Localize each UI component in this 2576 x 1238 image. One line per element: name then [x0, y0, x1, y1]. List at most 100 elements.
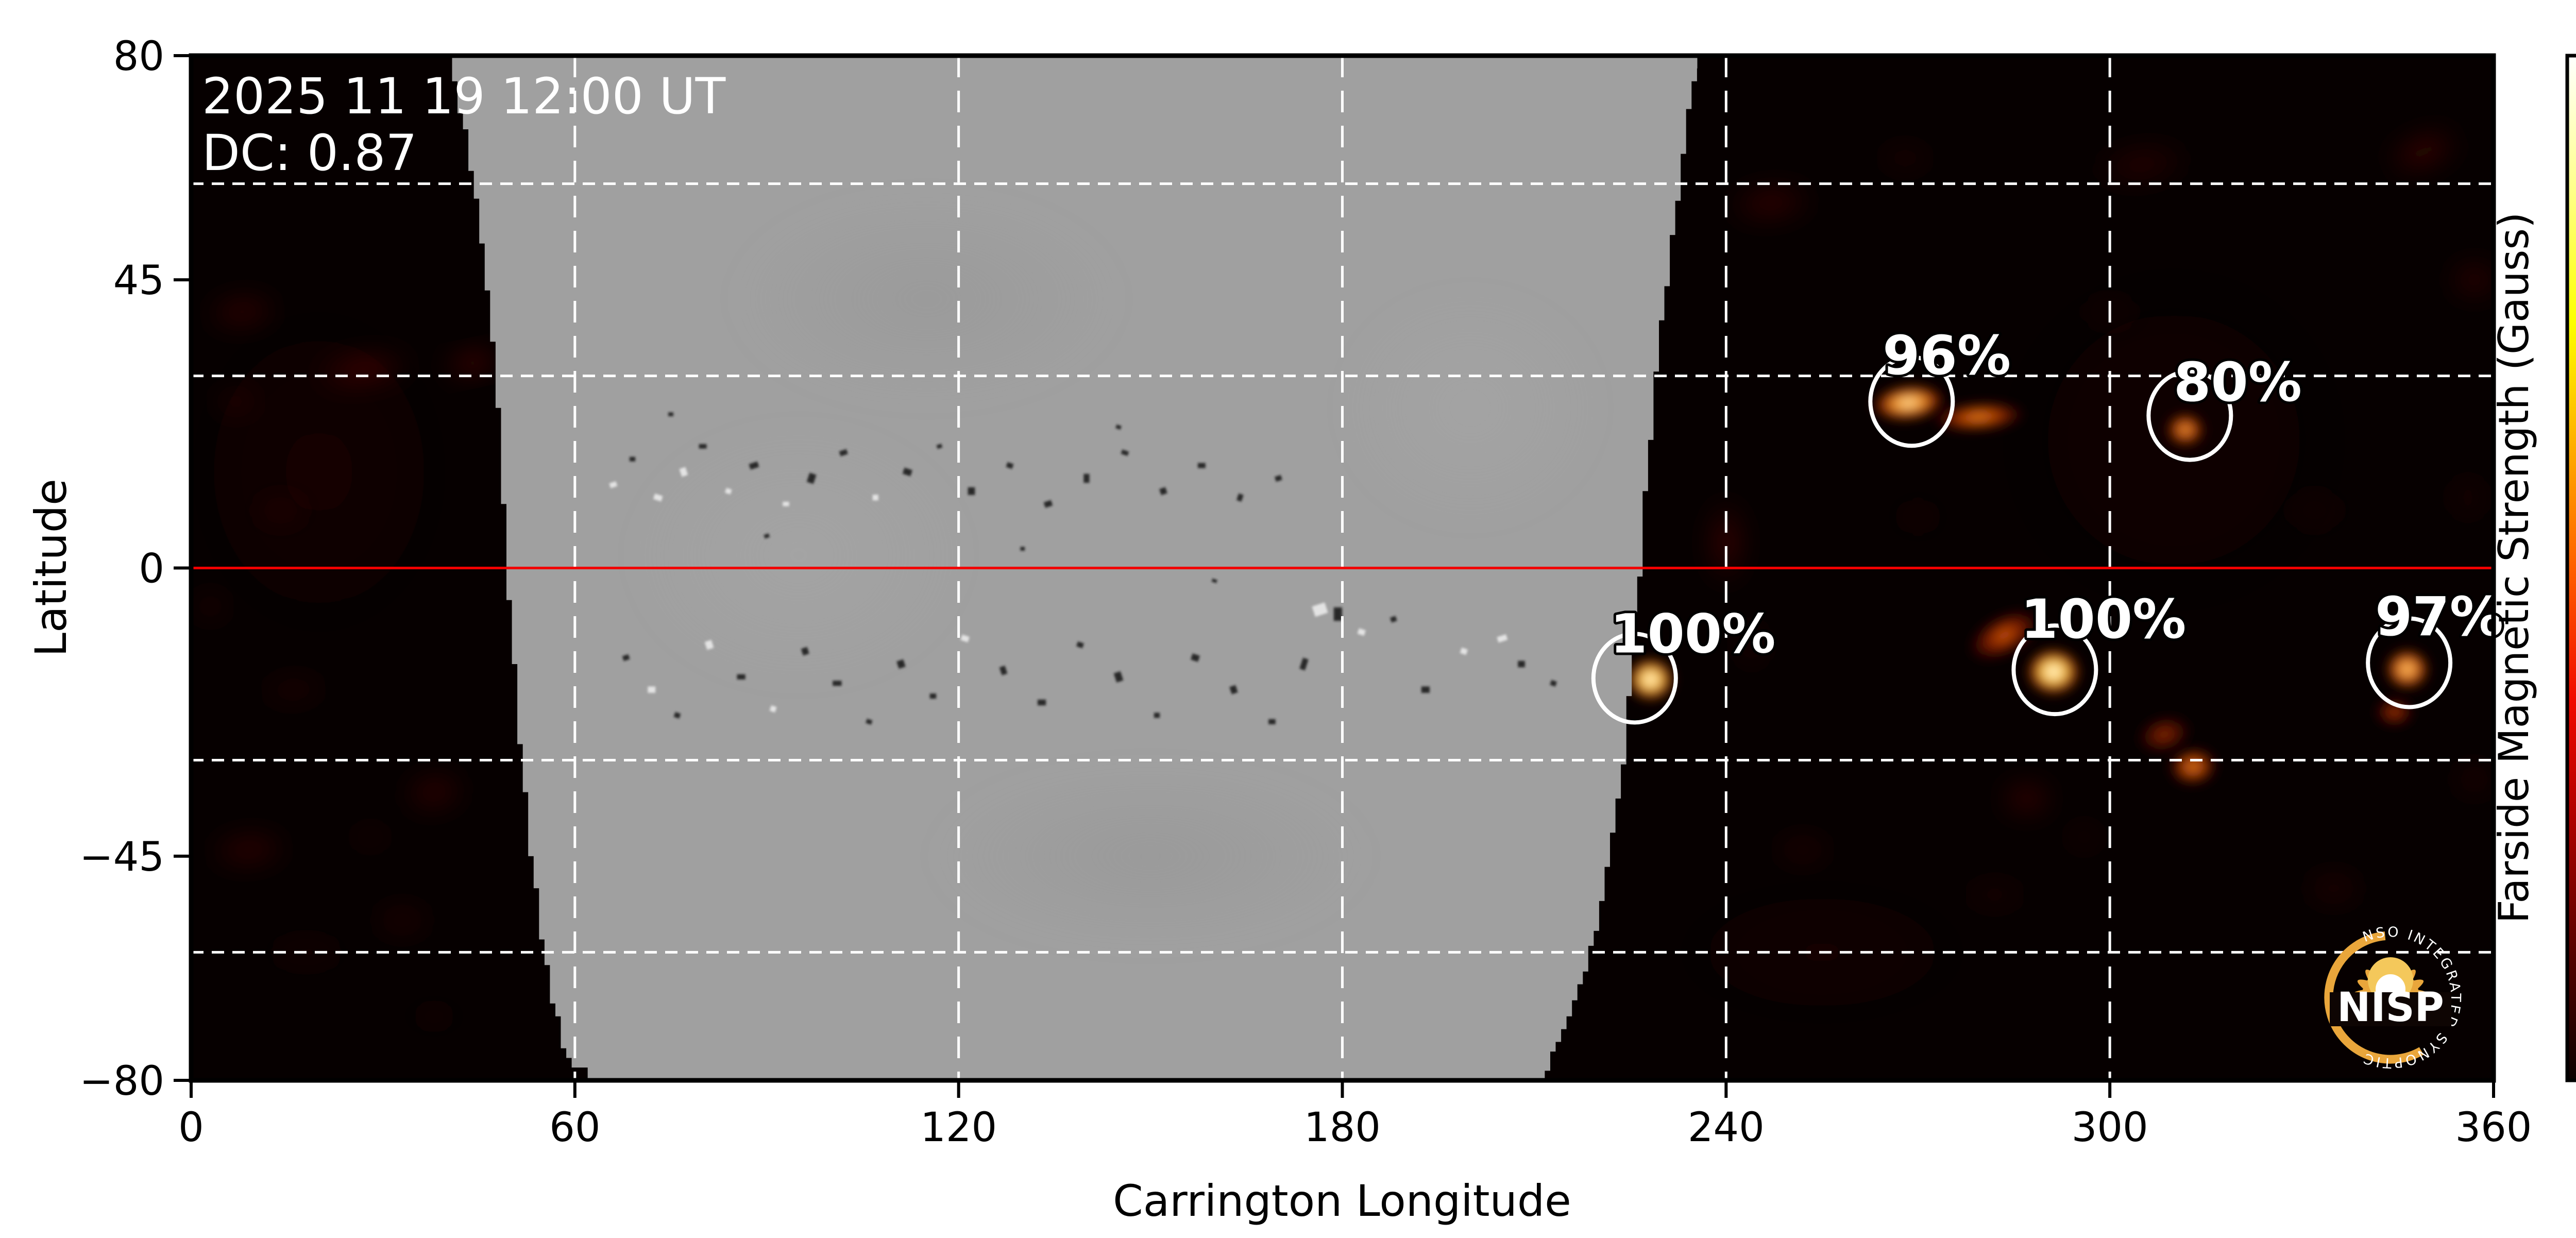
axes-layer: Carrington Longitude Latitude 0 60 120 180 2… [26, 33, 2532, 1226]
farside-wisp [2065, 825, 2104, 849]
logo-name-band [2330, 992, 2451, 1026]
frontside-speckle-dark [1229, 685, 1238, 694]
y-tick-label: −80 [79, 1058, 164, 1105]
frontside-speckle-dark [801, 647, 809, 656]
y-tick-label: 0 [139, 546, 164, 592]
farside-wisp [248, 494, 313, 527]
farside-wisp [2449, 472, 2487, 523]
frontside-shade [735, 196, 1119, 402]
detection-probability-label: 100% [1610, 603, 1775, 666]
frontside-speckle-dark [1115, 424, 1122, 430]
frontside-speckle-dark [1190, 653, 1200, 662]
frontside-speckle-dark [1121, 449, 1129, 456]
frontside-speckle-dark [968, 487, 975, 495]
frontside-speckle-dark [936, 444, 943, 449]
frontside-speckle-dark [673, 711, 681, 719]
frontside-speckle-light [1460, 647, 1468, 655]
frontside-speckle-dark [1299, 657, 1309, 671]
logo-name-text: NISP [2337, 985, 2444, 1031]
frontside-speckle-light [1357, 628, 1366, 636]
farside-colorbar [2565, 54, 2576, 1082]
x-tick-label: 300 [2072, 1105, 2148, 1151]
frontside-speckle-light [653, 493, 663, 502]
colorbar-layer: Farside Magnetic Strength (Gauss) Fronts… [2490, 54, 2576, 1082]
farside-wisp [2001, 782, 2053, 815]
y-axis-title: Latitude [26, 479, 76, 657]
frontside-speckle-dark [1274, 474, 1282, 482]
detection-probability-label: 97% [2375, 585, 2503, 648]
frontside-speckle-light [679, 467, 688, 477]
frontside-detail-layer [609, 196, 1599, 946]
detection-circle [1591, 632, 1678, 725]
frontside-speckle-dark [806, 472, 817, 484]
farside-wisp [2452, 762, 2494, 796]
frontside-speckle-dark [629, 456, 636, 462]
frontside-speckle-dark [839, 449, 848, 456]
detection-probability-label: 80% [2174, 351, 2302, 414]
frontside-speckle-dark [1037, 699, 1046, 706]
farside-wisp [370, 904, 434, 937]
farside-wisp [2301, 871, 2366, 905]
farside-wisp [1739, 619, 1765, 671]
frontside-speckle-dark [1006, 462, 1014, 469]
farside-wisp [2387, 130, 2460, 173]
frontside-speckle-dark [896, 659, 906, 669]
farside-wisp [396, 1003, 473, 1029]
farside-wisp [1956, 880, 2033, 909]
frontside-speckle-light [872, 495, 878, 501]
frontside-speckle-dark [764, 533, 770, 539]
frontside-shade [933, 766, 1368, 946]
farside-wisp [191, 293, 460, 651]
frontside-shade [632, 427, 965, 684]
farside-wisp [1886, 494, 1950, 539]
frontside-speckle-dark [1236, 493, 1244, 502]
detection-probability-label: 96% [1883, 324, 2011, 387]
frontside-speckle-dark [1518, 660, 1525, 668]
frontside-speckle-dark [1159, 487, 1167, 496]
farside-wisp [1709, 497, 1743, 587]
farside-active-region-blob [2384, 648, 2431, 691]
farside-wisp [444, 350, 501, 376]
farside-wisp [210, 388, 262, 415]
frontside-speckle-light [769, 705, 777, 713]
y-tick-label: 80 [113, 33, 164, 80]
frontside-speckle-dark [929, 693, 937, 699]
frontside-speckle-light [609, 481, 618, 488]
frontside-speckle-dark [1083, 473, 1090, 483]
frontside-speckle-light [648, 686, 656, 693]
farside-wisp [313, 352, 415, 386]
frontside-speckle-light [724, 487, 732, 495]
detection-circle [2146, 369, 2233, 462]
frontside-speckle-dark [1043, 500, 1053, 508]
frontside-speckle-dark [668, 412, 674, 416]
x-tick-label: 120 [920, 1105, 997, 1151]
farside-wisp [1873, 145, 1937, 171]
x-axis-title: Carrington Longitude [1113, 1176, 1571, 1226]
frontside-speckle-light [1312, 602, 1328, 617]
frontside-speckle-dark [1421, 686, 1430, 693]
x-tick-label: 60 [549, 1105, 600, 1151]
timestamp-label: 2025 11 19 12:00 UT [202, 67, 726, 125]
frontside-speckle-dark [737, 674, 745, 680]
annotation-layer: 2025 11 19 12:00 UT DC: 0.87 96% 80% 100% 1… [202, 67, 2506, 725]
detection-circle [1868, 355, 1955, 448]
frontside-speckle-dark [1076, 641, 1084, 649]
farside-wisp [2276, 484, 2353, 536]
frontside-speckle-dark [1550, 680, 1557, 687]
frontside-speckle-dark [622, 654, 630, 662]
x-tick-label: 360 [2455, 1105, 2532, 1151]
frontside-speckle-dark [833, 681, 842, 686]
y-tick-label: 45 [113, 258, 164, 304]
farside-active-region-blob [2374, 697, 2415, 727]
frontside-speckle-dark [866, 718, 873, 725]
farside-active-region-blob [2025, 648, 2081, 696]
farside-wisp [1726, 184, 1816, 222]
farside-wisp [255, 675, 332, 704]
detection-circle [2366, 616, 2453, 709]
farside-wisp [204, 295, 281, 329]
farside-active-region-blob [2168, 747, 2218, 786]
farside-active-region-blob [1969, 609, 2040, 661]
farside-active-region-blob [2137, 715, 2192, 754]
frontside-speckle-dark [749, 461, 759, 470]
